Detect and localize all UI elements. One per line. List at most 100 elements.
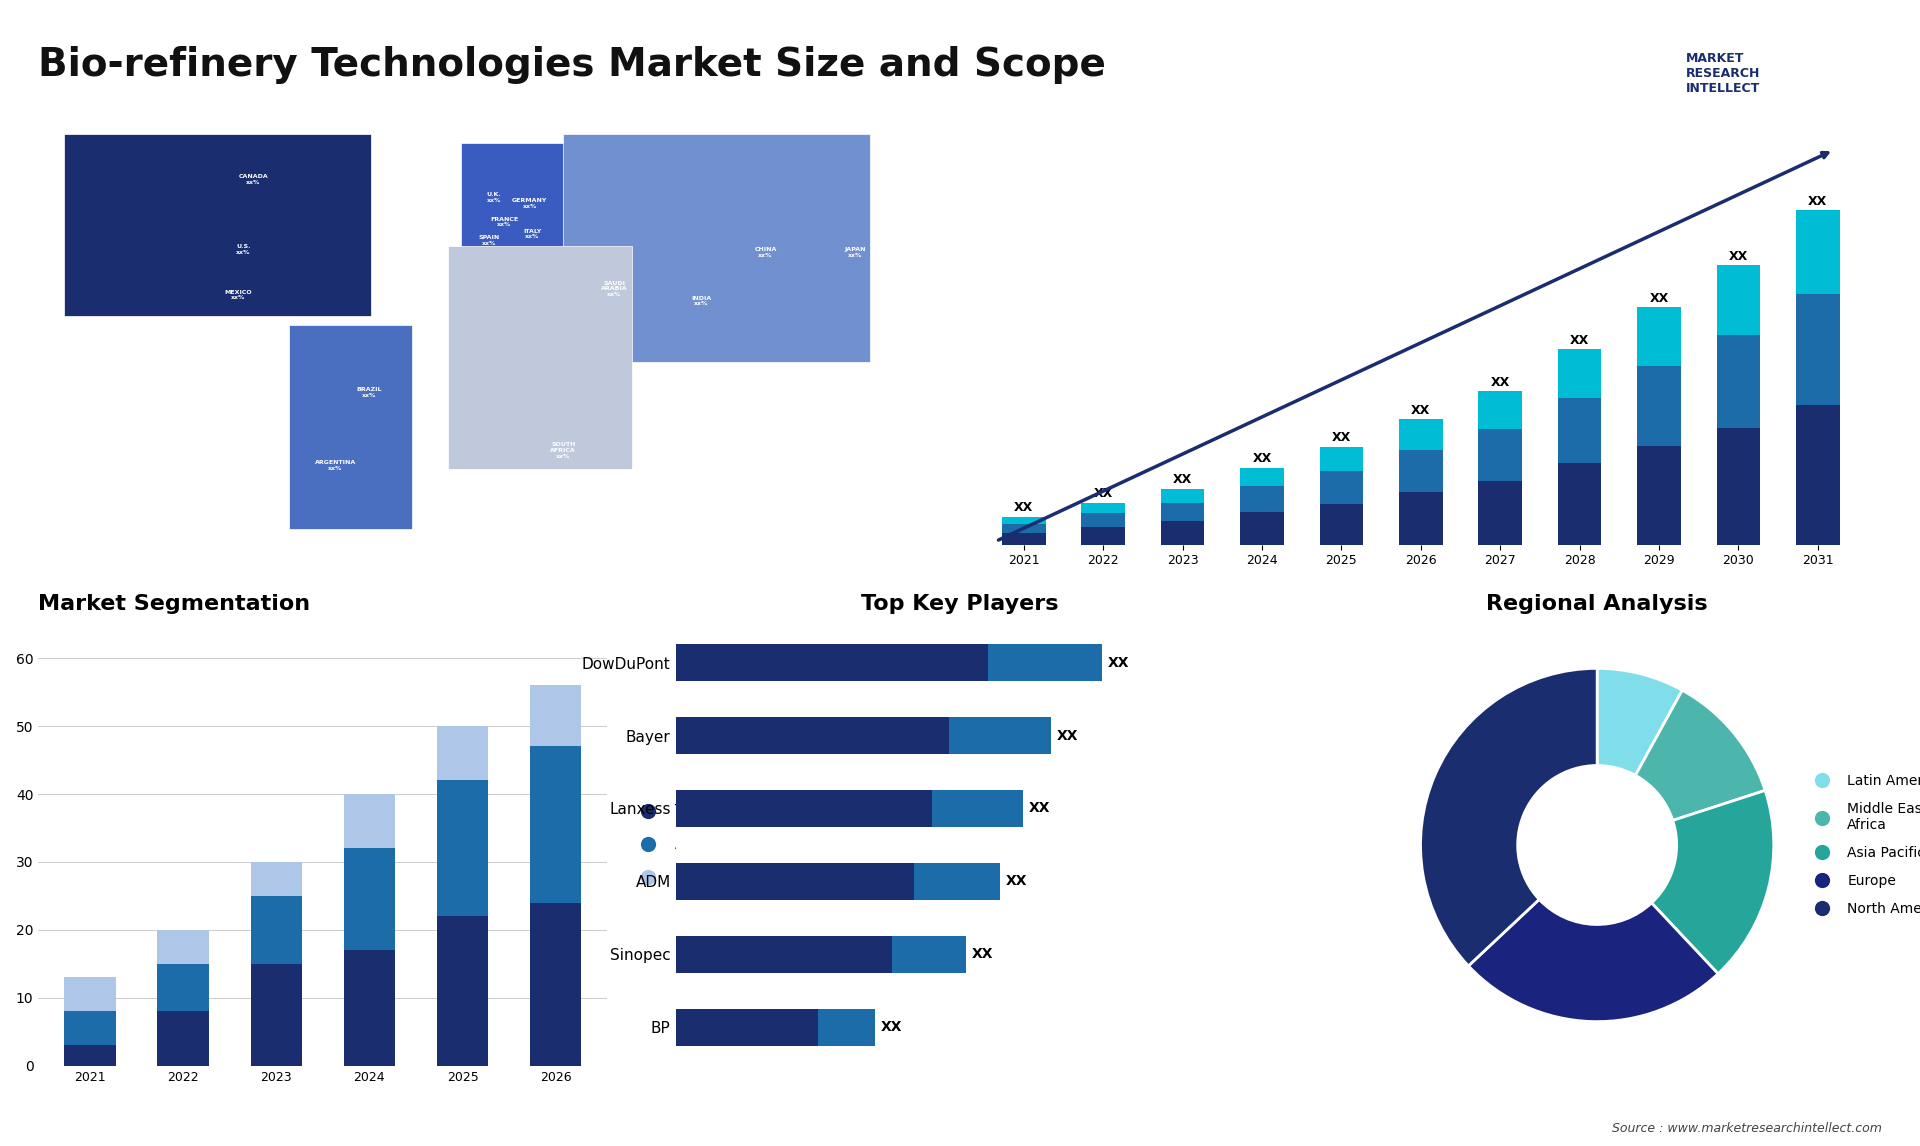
Text: XX: XX	[1173, 473, 1192, 486]
Bar	[157, 1012, 209, 1066]
Bar	[1716, 429, 1761, 544]
Text: CHINA
xx%: CHINA xx%	[755, 246, 776, 258]
Bar	[1081, 503, 1125, 513]
Text: SAUDI
ARABIA
xx%: SAUDI ARABIA xx%	[601, 281, 628, 297]
Polygon shape	[461, 143, 601, 256]
Bar	[1795, 405, 1839, 544]
Title: Top Key Players: Top Key Players	[862, 595, 1058, 614]
Wedge shape	[1469, 900, 1718, 1021]
Bar	[1557, 463, 1601, 544]
Bar	[948, 717, 1050, 754]
Bar	[1716, 265, 1761, 335]
Bar	[1400, 418, 1442, 450]
Bar	[1002, 533, 1046, 544]
Legend: Type, Application, Geography: Type, Application, Geography	[626, 798, 766, 892]
Polygon shape	[290, 325, 413, 529]
Legend: Latin America, Middle East &
Africa, Asia Pacific, Europe, North America: Latin America, Middle East & Africa, Asi…	[1803, 769, 1920, 921]
Text: XX: XX	[1332, 432, 1352, 445]
Bar	[63, 1045, 115, 1066]
Text: SOUTH
AFRICA
xx%: SOUTH AFRICA xx%	[551, 442, 576, 458]
Wedge shape	[1651, 791, 1774, 974]
Bar	[1638, 307, 1680, 367]
Text: XX: XX	[1728, 250, 1747, 262]
Bar	[1002, 517, 1046, 524]
Bar	[344, 794, 396, 848]
Text: CANADA
xx%: CANADA xx%	[238, 174, 269, 185]
Polygon shape	[63, 134, 371, 316]
Bar	[1638, 446, 1680, 544]
Bar	[1319, 447, 1363, 471]
Bar	[1557, 398, 1601, 463]
Wedge shape	[1421, 668, 1597, 966]
Bar	[344, 950, 396, 1066]
Text: XX: XX	[1029, 801, 1050, 816]
Bar	[252, 964, 301, 1066]
Bar	[1002, 524, 1046, 533]
Bar	[1400, 493, 1442, 544]
Text: XX: XX	[1108, 656, 1129, 669]
Text: MARKET
RESEARCH
INTELLECT: MARKET RESEARCH INTELLECT	[1686, 52, 1761, 95]
Text: U.K.
xx%: U.K. xx%	[486, 193, 501, 203]
Bar	[1240, 486, 1284, 512]
Bar	[1478, 480, 1523, 544]
Bar	[676, 863, 914, 900]
Bar	[63, 978, 115, 1012]
Bar	[1795, 295, 1839, 405]
Bar	[530, 685, 582, 746]
Text: XX: XX	[1490, 376, 1509, 388]
Bar	[1478, 391, 1523, 430]
Text: FRANCE
xx%: FRANCE xx%	[490, 217, 518, 227]
Text: XX: XX	[1094, 487, 1114, 501]
Text: Market Segmentation: Market Segmentation	[38, 595, 311, 614]
Bar	[818, 1010, 876, 1045]
Bar	[252, 896, 301, 964]
Bar	[989, 644, 1102, 681]
Bar	[438, 917, 488, 1066]
Bar	[63, 1012, 115, 1045]
Text: BRAZIL
xx%: BRAZIL xx%	[355, 387, 382, 398]
Text: XX: XX	[881, 1020, 902, 1035]
Bar	[1240, 512, 1284, 544]
Bar	[1319, 471, 1363, 504]
Bar	[676, 936, 891, 973]
Text: ITALY
xx%: ITALY xx%	[524, 229, 541, 240]
Text: Source : www.marketresearchintellect.com: Source : www.marketresearchintellect.com	[1611, 1122, 1882, 1135]
Text: JAPAN
xx%: JAPAN xx%	[845, 246, 866, 258]
Title: Regional Analysis: Regional Analysis	[1486, 595, 1709, 614]
Bar	[676, 791, 931, 826]
Text: XX: XX	[1006, 874, 1027, 888]
Bar	[344, 848, 396, 950]
Bar	[676, 717, 948, 754]
Bar	[252, 862, 301, 896]
Bar	[891, 936, 966, 973]
Text: ARGENTINA
xx%: ARGENTINA xx%	[315, 461, 355, 471]
Wedge shape	[1597, 668, 1682, 776]
Bar	[1240, 468, 1284, 486]
Bar	[676, 1010, 818, 1045]
Bar	[676, 644, 989, 681]
Polygon shape	[563, 134, 870, 362]
Text: INDIA
xx%: INDIA xx%	[691, 296, 712, 306]
Text: U.S.
xx%: U.S. xx%	[236, 244, 250, 254]
Text: Bio-refinery Technologies Market Size and Scope: Bio-refinery Technologies Market Size an…	[38, 46, 1106, 84]
Bar	[1795, 210, 1839, 295]
Bar	[1162, 488, 1204, 503]
Text: GERMANY
xx%: GERMANY xx%	[513, 198, 547, 209]
Bar	[157, 929, 209, 964]
Bar	[1162, 503, 1204, 521]
Text: MEXICO
xx%: MEXICO xx%	[225, 290, 252, 300]
Text: XX: XX	[972, 948, 993, 961]
Text: XX: XX	[1571, 333, 1590, 346]
Bar	[1400, 450, 1442, 493]
Text: XX: XX	[1252, 453, 1271, 465]
Bar	[914, 863, 1000, 900]
Bar	[157, 964, 209, 1012]
Wedge shape	[1636, 690, 1764, 821]
Text: XX: XX	[1411, 403, 1430, 416]
Text: XX: XX	[1014, 502, 1033, 515]
Text: XX: XX	[1056, 729, 1079, 743]
Bar	[1319, 504, 1363, 544]
Bar	[438, 780, 488, 917]
Bar	[1162, 521, 1204, 544]
Text: XX: XX	[1649, 291, 1668, 305]
